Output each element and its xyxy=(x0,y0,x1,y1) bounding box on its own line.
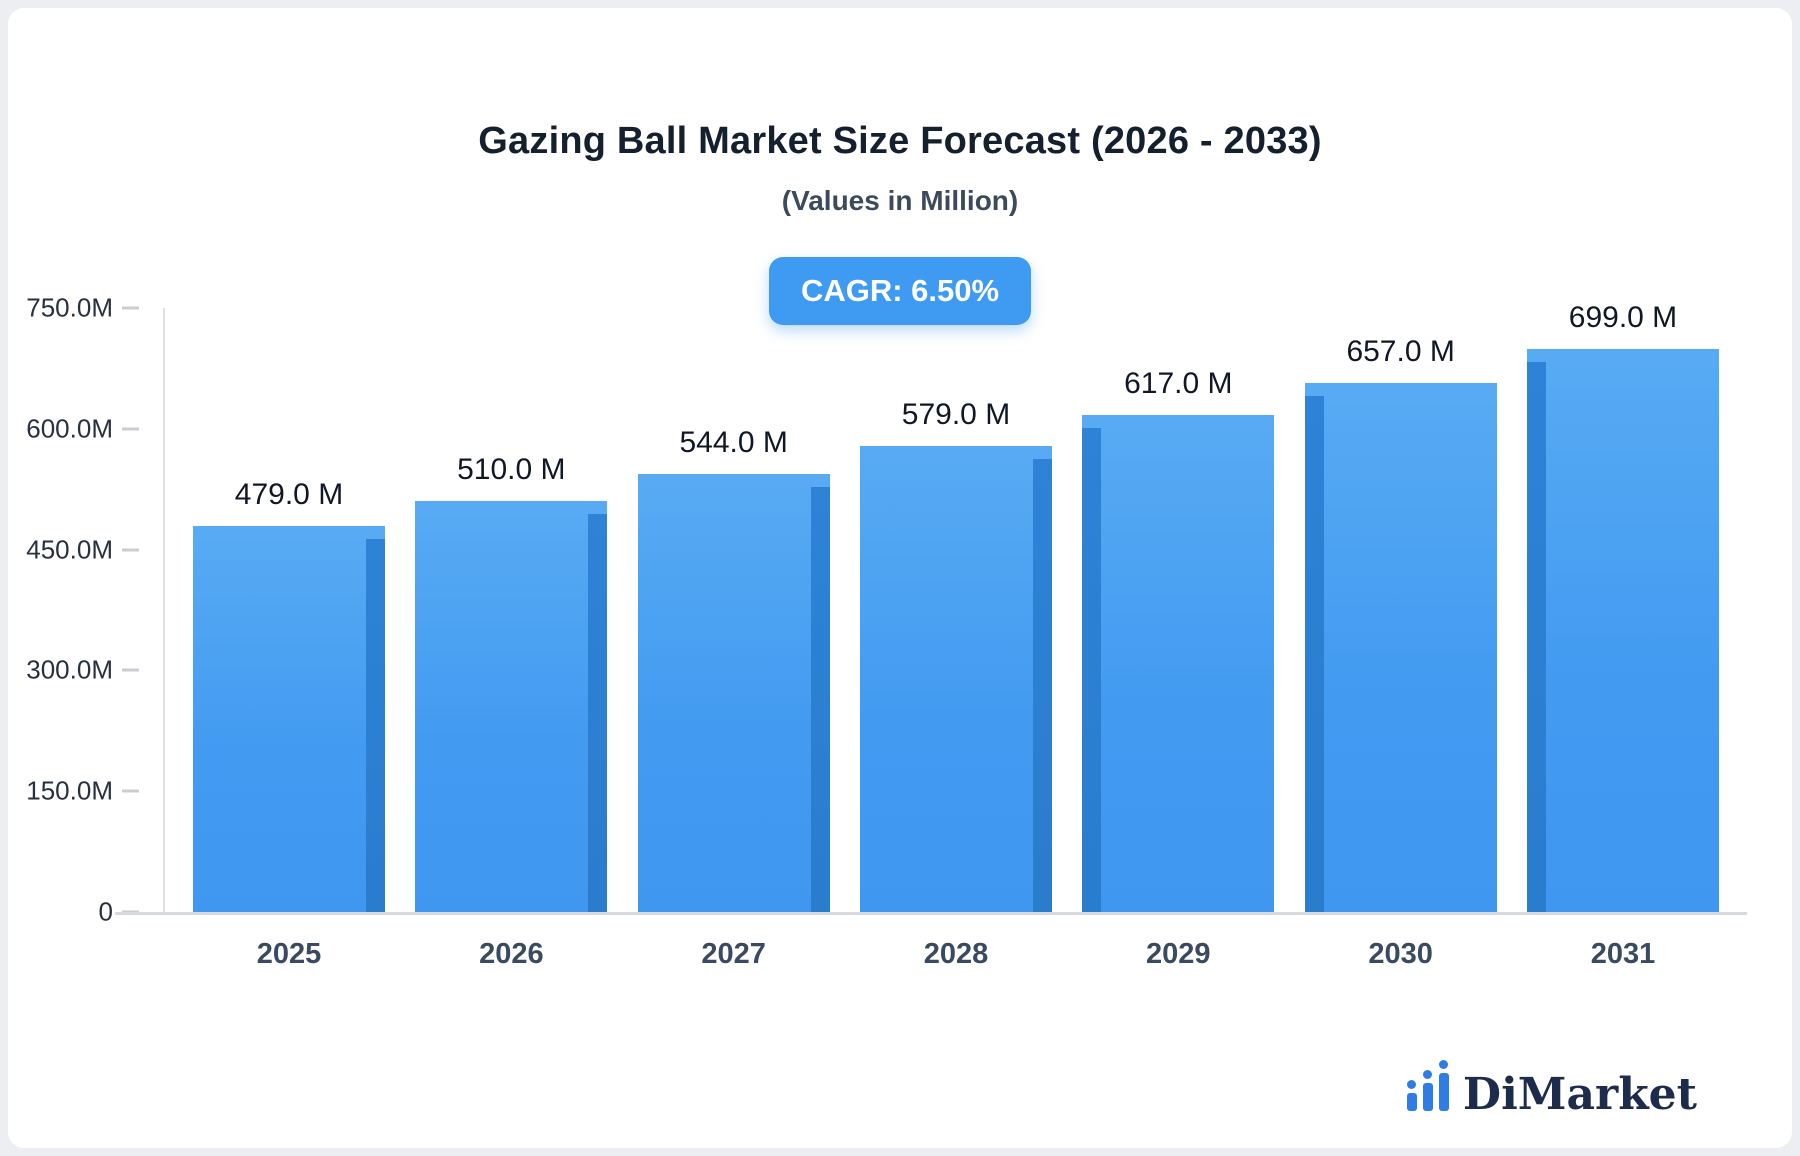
bar xyxy=(193,526,385,912)
bar xyxy=(637,474,830,912)
x-axis-label: 2030 xyxy=(1368,938,1433,970)
bar-group: 699.0 M xyxy=(1526,301,1719,912)
y-tick-mark xyxy=(122,548,139,552)
y-tick: 750.0M xyxy=(26,293,139,324)
x-axis-label: 2031 xyxy=(1590,938,1656,970)
y-axis: 0 150.0M 300.0M 450.0M 600.0M 750.0M xyxy=(26,293,139,927)
chart-header: Gazing Ball Market Size Forecast (2026 -… xyxy=(8,8,1792,217)
x-axis-label: 2025 xyxy=(256,938,322,970)
bar-side-face xyxy=(1526,362,1546,912)
y-axis-line xyxy=(163,308,165,912)
x-axis-line xyxy=(115,912,1747,915)
y-axis-label: 150.0M xyxy=(26,775,113,806)
brand-logo: DiMarket xyxy=(1406,1060,1697,1120)
bar-value-label: 657.0 M xyxy=(1346,335,1455,368)
y-tick: 450.0M xyxy=(26,534,139,565)
bar-side-face xyxy=(366,539,385,912)
x-axis-label: 2026 xyxy=(479,938,544,970)
x-axis-label: 2028 xyxy=(923,938,989,970)
y-axis-label: 300.0M xyxy=(26,654,113,685)
x-axis-label: 2029 xyxy=(1146,938,1211,970)
bar xyxy=(1304,383,1497,912)
bar-group: 479.0 M xyxy=(193,478,385,912)
y-tick-mark xyxy=(122,789,139,793)
y-tick: 150.0M xyxy=(26,776,139,807)
y-axis-label: 0 xyxy=(98,896,113,927)
bar-group: 544.0 M xyxy=(637,426,830,912)
bar-group: 510.0 M xyxy=(415,453,608,912)
x-axis: 2025 2026 2027 2028 2029 2030 2031 xyxy=(165,938,1747,971)
bar-group: 657.0 M xyxy=(1304,335,1497,912)
y-tick-mark xyxy=(122,427,139,431)
bar-side-face xyxy=(1304,396,1324,912)
bar xyxy=(1082,415,1275,912)
y-tick-mark xyxy=(122,306,139,310)
chart-card: Gazing Ball Market Size Forecast (2026 -… xyxy=(8,8,1792,1148)
bar-chart: 0 150.0M 300.0M 450.0M 600.0M 750.0M 479.0 M 5… xyxy=(26,293,1747,1028)
bar-value-label: 510.0 M xyxy=(457,453,566,486)
y-tick-mark xyxy=(122,668,139,672)
bar-group: 579.0 M xyxy=(859,398,1052,912)
y-axis-label: 450.0M xyxy=(26,534,113,565)
bar-side-face xyxy=(588,514,608,912)
bar-side-face xyxy=(1082,428,1102,912)
badge-row: CAGR: 6.50% xyxy=(8,257,1792,325)
chart-subtitle: (Values in Million) xyxy=(781,185,1019,216)
y-tick: 300.0M xyxy=(26,655,139,686)
bar-value-label: 699.0 M xyxy=(1568,301,1678,334)
brand-name: DiMarket xyxy=(1462,1069,1697,1120)
bar xyxy=(1526,349,1719,912)
bar-value-label: 617.0 M xyxy=(1124,367,1233,400)
x-axis-label: 2027 xyxy=(701,938,766,970)
bar-side-face xyxy=(1032,459,1052,912)
bar-value-label: 479.0 M xyxy=(234,478,344,511)
chart-title: Gazing Ball Market Size Forecast (2026 -… xyxy=(478,120,1322,162)
cagr-badge: CAGR: 6.50% xyxy=(768,257,1032,325)
bar-side-face xyxy=(810,487,830,912)
plot-area: 479.0 M 510.0 M 544.0 M 579.0 M 617.0 M 657.0… xyxy=(165,301,1747,912)
bar-value-label: 544.0 M xyxy=(679,426,788,459)
bar-value-label: 579.0 M xyxy=(901,398,1011,431)
y-tick: 600.0M xyxy=(26,413,139,444)
y-axis-label: 600.0M xyxy=(26,413,113,444)
bar-group: 617.0 M xyxy=(1082,367,1275,912)
bar-chart-icon xyxy=(1406,1060,1449,1117)
bar xyxy=(859,446,1052,912)
bar xyxy=(415,501,608,912)
y-axis-label: 750.0M xyxy=(26,292,113,323)
